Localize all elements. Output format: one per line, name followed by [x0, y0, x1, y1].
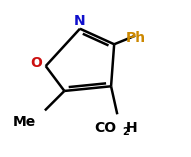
- Text: Ph: Ph: [126, 31, 146, 45]
- Text: O: O: [30, 56, 42, 70]
- Text: H: H: [125, 121, 137, 135]
- Text: CO: CO: [94, 121, 116, 135]
- Text: Me: Me: [12, 115, 36, 129]
- Text: 2: 2: [122, 127, 129, 137]
- Text: N: N: [74, 14, 86, 28]
